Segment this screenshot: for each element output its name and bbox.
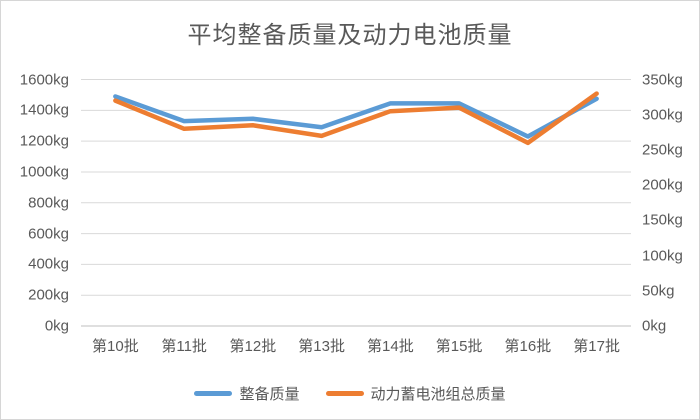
x-axis-label: 第11批 <box>161 338 207 355</box>
right-axis-label: 250kg <box>642 141 683 159</box>
right-axis-label: 350kg <box>642 71 683 88</box>
x-axis-label: 第14批 <box>367 338 414 355</box>
gridlines <box>81 79 631 327</box>
legend-line-swatch-blue <box>194 391 233 396</box>
right-axis-label: 0kg <box>642 317 667 335</box>
series-line-curb-weight[interactable] <box>113 94 599 139</box>
chart-title: 平均整备质量及动力电池质量 <box>187 22 513 49</box>
right-axis-label: 100kg <box>642 247 683 265</box>
right-axis-label: 200kg <box>642 176 683 194</box>
left-axis-label: 1000kg <box>19 163 69 181</box>
legend-item-battery-total-mass[interactable]: 动力蓄电池组总质量 <box>325 383 506 404</box>
series-lines <box>113 91 599 146</box>
right-axis-label: 50kg <box>642 282 675 300</box>
x-axis-label: 第13批 <box>298 338 345 355</box>
left-axis-label: 400kg <box>28 255 69 273</box>
series-line-battery-total-mass[interactable] <box>113 91 599 146</box>
left-axis-label: 800kg <box>28 194 69 212</box>
x-axis-label: 第10批 <box>92 338 139 355</box>
right-axis-label: 150kg <box>642 211 683 229</box>
left-axis-label: 0kg <box>44 317 69 335</box>
legend-line-swatch-orange <box>325 391 364 396</box>
x-axis-label: 第17批 <box>573 338 620 355</box>
x-axis-label: 第15批 <box>435 338 483 355</box>
x-axis-label: 第12批 <box>229 338 277 355</box>
left-axis-label: 1600kg <box>19 71 69 88</box>
legend-label-curb-weight: 整备质量 <box>239 386 300 403</box>
legend-item-curb-weight[interactable]: 整备质量 <box>194 383 300 404</box>
legend: 整备质量 动力蓄电池组总质量 <box>1 383 699 404</box>
left-axis-label: 600kg <box>28 225 69 243</box>
x-axis-label: 第16批 <box>504 338 552 355</box>
right-axis-label: 300kg <box>642 106 683 124</box>
left-axis-label: 1200kg <box>19 132 69 150</box>
legend-label-battery-total-mass: 动力蓄电池组总质量 <box>370 386 506 403</box>
left-axis-label: 200kg <box>28 286 69 304</box>
left-axis-label: 1400kg <box>19 101 69 119</box>
